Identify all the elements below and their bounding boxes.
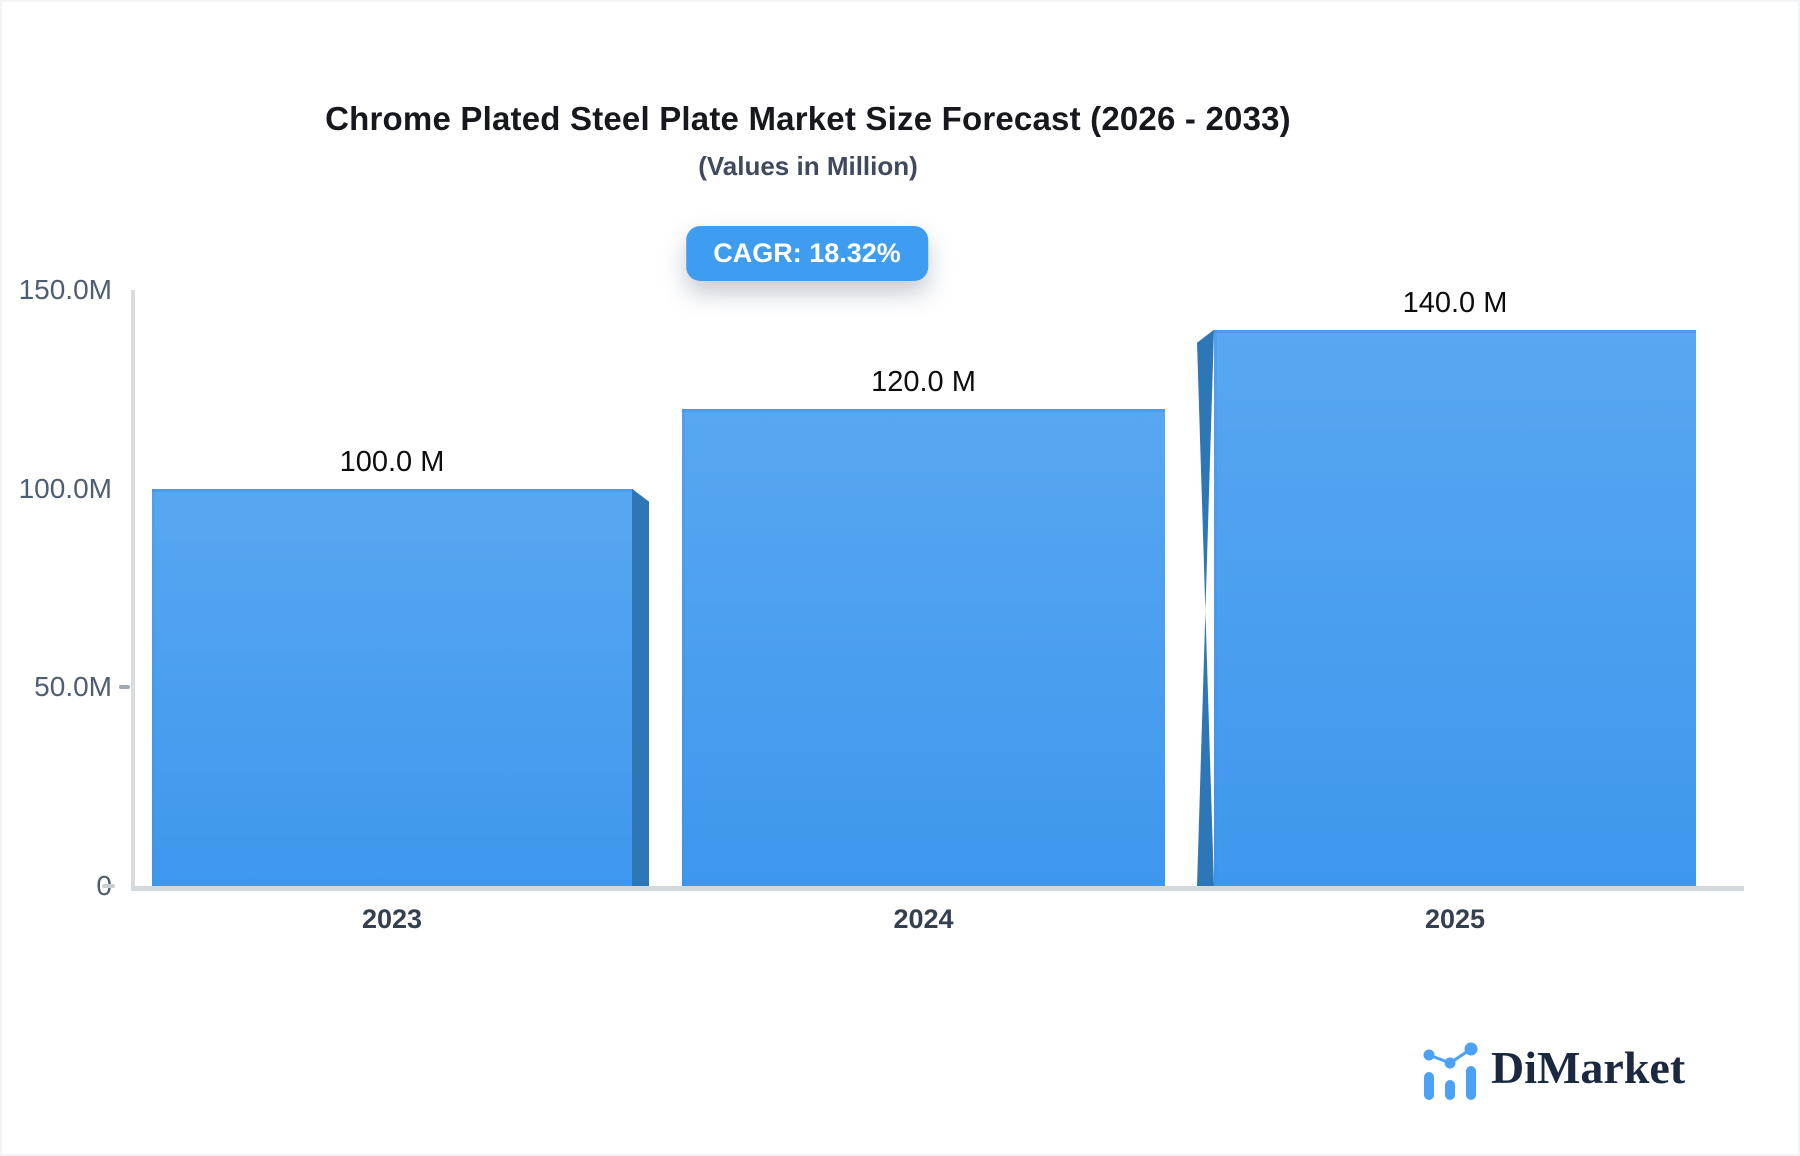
logo-text: DiMarket (1491, 1042, 1686, 1093)
y-axis-tick-mark (119, 685, 130, 690)
bar-2025[interactable] (1214, 329, 1696, 886)
y-axis-tick-label: 0 (2, 870, 112, 902)
y-axis-tick-label: 150.0M (18, 274, 112, 305)
chart-subtitle: (Values in Million) (698, 151, 918, 181)
x-axis-baseline (131, 886, 1744, 891)
y-axis-tick-label: 50.0M (34, 671, 112, 703)
y-axis-tick-mark (102, 884, 115, 888)
x-axis-category-label: 2024 (893, 904, 954, 934)
bar-value-label: 120.0 M (871, 366, 976, 399)
y-axis-tick-label: 100.0M (18, 472, 112, 504)
bar-3d-side (1197, 329, 1214, 886)
chart-title: Chrome Plated Steel Plate Market Size Fo… (325, 100, 1291, 137)
x-axis-category-label: 2025 (1424, 904, 1486, 934)
bar-value-label: 140.0 M (1402, 286, 1508, 319)
y-axis-line (131, 290, 135, 886)
bar-value-label: 100.0 M (339, 445, 445, 478)
x-axis-category-label: 2023 (361, 904, 423, 934)
bar-chart-sparkline-icon (1422, 1040, 1478, 1102)
dimarket-logo: DiMarket (1422, 1040, 1685, 1102)
bar-2024[interactable] (682, 409, 1165, 886)
bar-3d-side (632, 488, 649, 886)
bar-2023[interactable] (152, 488, 632, 886)
cagr-badge: CAGR: 18.32% (686, 226, 928, 281)
